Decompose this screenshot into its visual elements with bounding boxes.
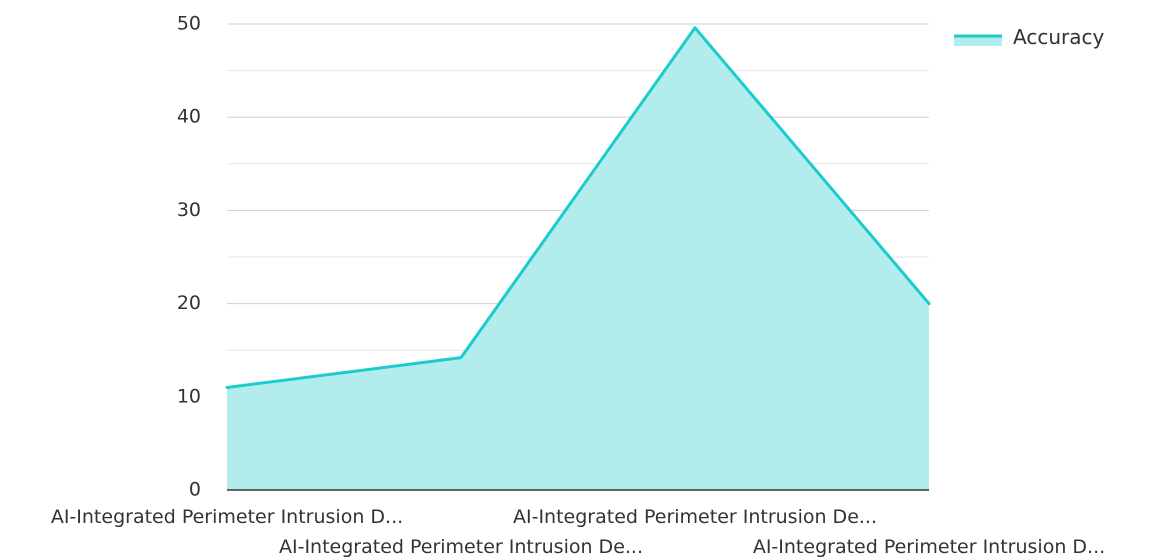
y-axis-ticks: 0 10 20 30 40 50	[177, 13, 201, 501]
x-tick-label: AI-Integrated Perimeter Intrusion D...	[51, 506, 403, 528]
y-tick-label: 20	[177, 292, 201, 314]
y-tick-label: 10	[177, 385, 201, 407]
legend[interactable]: Accuracy	[954, 25, 1104, 49]
series-area-fill	[227, 27, 929, 491]
y-tick-label: 50	[177, 13, 201, 35]
x-axis-ticks: AI-Integrated Perimeter Intrusion D... AI…	[51, 506, 1105, 558]
x-tick-label: AI-Integrated Perimeter Intrusion D...	[753, 536, 1105, 558]
y-tick-label: 30	[177, 199, 201, 221]
y-tick-label: 40	[177, 106, 201, 128]
x-tick-label: AI-Integrated Perimeter Intrusion De...	[279, 536, 643, 558]
legend-label: Accuracy	[1013, 25, 1104, 49]
legend-swatch	[954, 36, 1002, 46]
series-line	[225, 26, 931, 389]
y-tick-label: 0	[189, 479, 201, 501]
series-area-layer	[225, 26, 931, 491]
x-tick-label: AI-Integrated Perimeter Intrusion De...	[513, 506, 877, 528]
